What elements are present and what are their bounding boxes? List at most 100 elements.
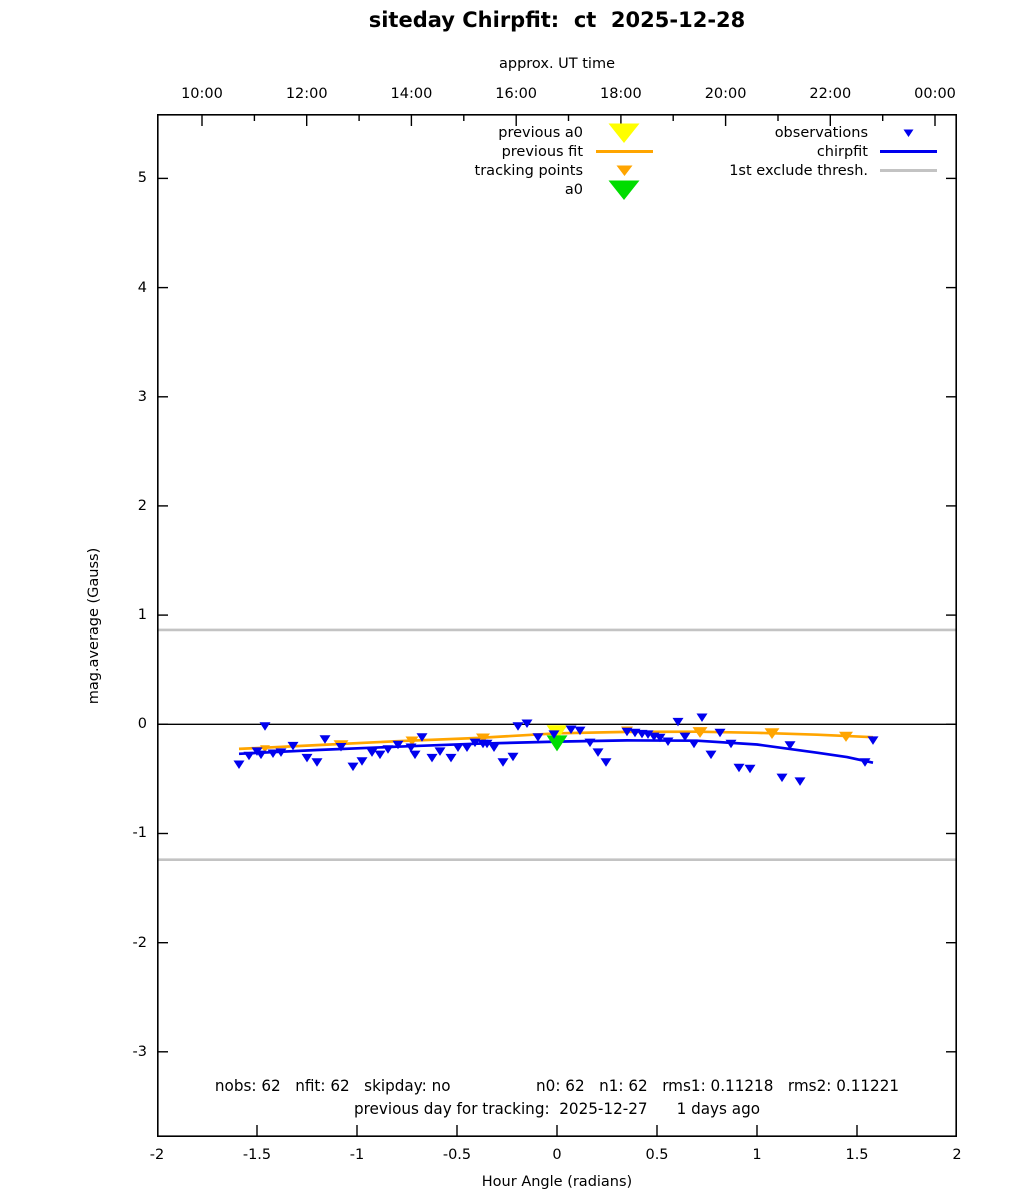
legend-label-observations: observations xyxy=(774,124,868,141)
observation-marker xyxy=(654,733,666,743)
observation-marker xyxy=(335,743,347,752)
ut-tick-label-18:00: 18:00 xyxy=(599,86,642,102)
observation-marker xyxy=(621,727,633,737)
legend-item-a0: a0 xyxy=(250,180,655,200)
legend-label-previous-fit: previous fit xyxy=(501,143,583,160)
legend-item-tracking-points: tracking points xyxy=(250,161,655,180)
y-tick-label-1: 1 xyxy=(137,607,147,624)
observation-marker xyxy=(275,748,287,757)
observation-marker xyxy=(311,758,323,767)
stats-rms: n0: 62 n1: 62 rms1: 0.11218 rms2: 0.1122… xyxy=(536,1076,900,1095)
observation-marker xyxy=(574,726,586,736)
legend-left-column: previous a0 previous fit tracking points a0 xyxy=(250,123,655,200)
stats-counts: nobs: 62 nfit: 62 skipday: no xyxy=(214,1076,451,1095)
ut-tick-label-10:00: 10:00 xyxy=(181,86,223,102)
observation-marker xyxy=(600,758,612,767)
x-tick-label-0: 0 xyxy=(552,1147,562,1163)
observation-marker xyxy=(859,758,871,767)
y-tick-label--2: -2 xyxy=(132,934,147,951)
ut-tick-label-14:00: 14:00 xyxy=(390,86,433,102)
observation-marker xyxy=(867,736,879,745)
plot-area xyxy=(157,114,957,1137)
observation-marker xyxy=(434,747,446,756)
observation-marker xyxy=(287,741,299,751)
observation-marker xyxy=(445,753,457,763)
y-tick-label--1: -1 xyxy=(132,825,147,842)
x-tick-label--1.5: -1.5 xyxy=(242,1147,272,1163)
observation-marker xyxy=(366,748,378,757)
1st-exclude-thresh-line-icon xyxy=(880,169,937,172)
observation-marker xyxy=(794,777,806,786)
observation-marker xyxy=(725,739,737,749)
observation-marker xyxy=(267,749,279,758)
observation-marker xyxy=(461,743,473,752)
observation-marker xyxy=(548,730,560,739)
legend-item-previous-a0: previous a0 xyxy=(250,123,655,143)
observation-marker xyxy=(672,717,684,727)
ut-tick-label-12:00: 12:00 xyxy=(285,86,328,102)
observation-marker xyxy=(409,750,421,760)
y-tick-label-3: 3 xyxy=(137,388,147,405)
legend-label-1st-exclude-thresh: 1st exclude thresh. xyxy=(729,162,868,179)
ut-tick-label-22:00: 22:00 xyxy=(809,86,852,102)
observation-marker xyxy=(497,758,509,767)
y-tick-label--3: -3 xyxy=(132,1043,147,1060)
observation-marker xyxy=(507,752,519,762)
stats-line-1: nobs: 62 nfit: 62 skipday: no n0: 62 n1:… xyxy=(177,1076,937,1095)
page-title: siteday Chirpfit: ct 2025-12-28 xyxy=(368,8,746,32)
legend-label-tracking-points: tracking points xyxy=(474,162,583,179)
top-axis-title: approx. UT time xyxy=(499,56,615,72)
observation-marker xyxy=(301,753,313,763)
y-tick-label-2: 2 xyxy=(137,497,147,514)
observation-marker xyxy=(784,741,796,750)
legend-item-chirpfit: chirpfit xyxy=(560,142,945,161)
x-tick-label--2: -2 xyxy=(149,1147,165,1163)
observation-marker xyxy=(532,733,544,742)
ut-tick-label-00:00: 00:00 xyxy=(914,86,956,102)
observation-marker xyxy=(374,750,386,760)
observation-marker xyxy=(512,722,524,731)
observation-marker xyxy=(705,750,717,760)
legend-right-column: observations chirpfit 1st exclude thresh. xyxy=(560,123,945,180)
chirpfit-curve xyxy=(238,739,874,765)
x-tick-label-0.5: 0.5 xyxy=(645,1147,669,1163)
stats-line-2: previous day for tracking: 2025-12-27 1 … xyxy=(177,1099,937,1118)
observation-marker xyxy=(243,751,255,761)
observation-marker xyxy=(488,743,500,752)
observation-marker xyxy=(259,722,271,731)
legend-label-previous-a0: previous a0 xyxy=(498,124,583,141)
a0-marker xyxy=(546,735,568,752)
observation-marker xyxy=(356,757,368,766)
chirpfit-line-icon xyxy=(880,150,937,153)
observation-marker xyxy=(416,733,428,742)
observation-marker xyxy=(733,763,745,773)
plot-border xyxy=(157,114,957,1137)
observation-marker xyxy=(584,738,596,748)
a0-triangle-icon xyxy=(608,180,640,200)
tracking-point-marker xyxy=(405,736,419,746)
ut-tick-label-16:00: 16:00 xyxy=(495,86,538,102)
observation-marker xyxy=(392,740,404,750)
y-tick-label-0: 0 xyxy=(137,716,147,733)
x-tick-label-2: 2 xyxy=(952,1147,962,1163)
y-tick-label-5: 5 xyxy=(137,170,147,187)
observation-marker xyxy=(744,764,756,774)
observation-marker xyxy=(662,737,674,746)
stats-previous-day: previous day for tracking: 2025-12-27 1 … xyxy=(353,1099,761,1118)
legend-item-observations: observations xyxy=(560,123,945,142)
axis-ticks xyxy=(157,114,957,1137)
tracking-point-marker xyxy=(764,728,780,739)
legend-item-previous-fit: previous fit xyxy=(250,142,655,161)
tracking-point-marker xyxy=(692,727,708,738)
observation-marker xyxy=(776,773,788,783)
observation-marker xyxy=(679,732,691,742)
x-tick-label--1: -1 xyxy=(349,1147,365,1163)
observation-marker xyxy=(565,725,577,734)
legend-item-1st-exclude-thresh: 1st exclude thresh. xyxy=(560,161,945,180)
observation-marker xyxy=(642,730,654,739)
y-axis-title: mag.average (Gauss) xyxy=(86,547,102,705)
tracking-point-marker xyxy=(260,745,270,753)
observation-marker xyxy=(592,748,604,757)
previous-fit-curve xyxy=(238,730,874,751)
